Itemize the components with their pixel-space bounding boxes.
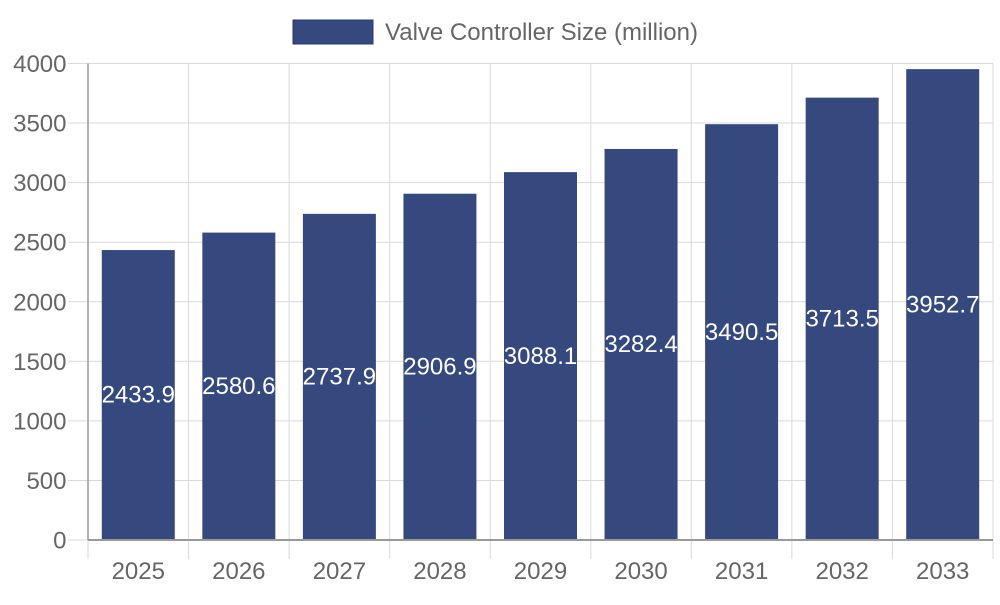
svg-text:2433.9: 2433.9: [102, 382, 175, 409]
svg-text:2000: 2000: [13, 289, 66, 316]
svg-text:2026: 2026: [212, 558, 265, 585]
svg-text:3952.7: 3952.7: [906, 291, 979, 318]
svg-text:0: 0: [53, 528, 66, 555]
svg-text:2580.6: 2580.6: [202, 373, 275, 400]
svg-text:3713.5: 3713.5: [805, 306, 878, 333]
svg-text:2029: 2029: [514, 558, 567, 585]
svg-text:2032: 2032: [815, 558, 868, 585]
svg-text:2028: 2028: [413, 558, 466, 585]
svg-text:500: 500: [26, 468, 66, 495]
svg-text:3088.1: 3088.1: [504, 343, 577, 370]
svg-text:2027: 2027: [313, 558, 366, 585]
svg-text:3282.4: 3282.4: [604, 331, 677, 358]
svg-text:2500: 2500: [13, 230, 66, 257]
svg-text:Valve Controller Size (million: Valve Controller Size (million): [385, 19, 698, 46]
svg-text:2030: 2030: [614, 558, 667, 585]
svg-text:1000: 1000: [13, 408, 66, 435]
svg-text:3490.5: 3490.5: [705, 319, 778, 346]
svg-text:2737.9: 2737.9: [303, 364, 376, 391]
svg-text:3500: 3500: [13, 111, 66, 138]
svg-text:2031: 2031: [715, 558, 768, 585]
svg-text:2025: 2025: [112, 558, 165, 585]
svg-text:3000: 3000: [13, 170, 66, 197]
svg-text:2906.9: 2906.9: [403, 354, 476, 381]
svg-text:2033: 2033: [916, 558, 969, 585]
svg-text:4000: 4000: [13, 51, 66, 78]
svg-text:1500: 1500: [13, 349, 66, 376]
